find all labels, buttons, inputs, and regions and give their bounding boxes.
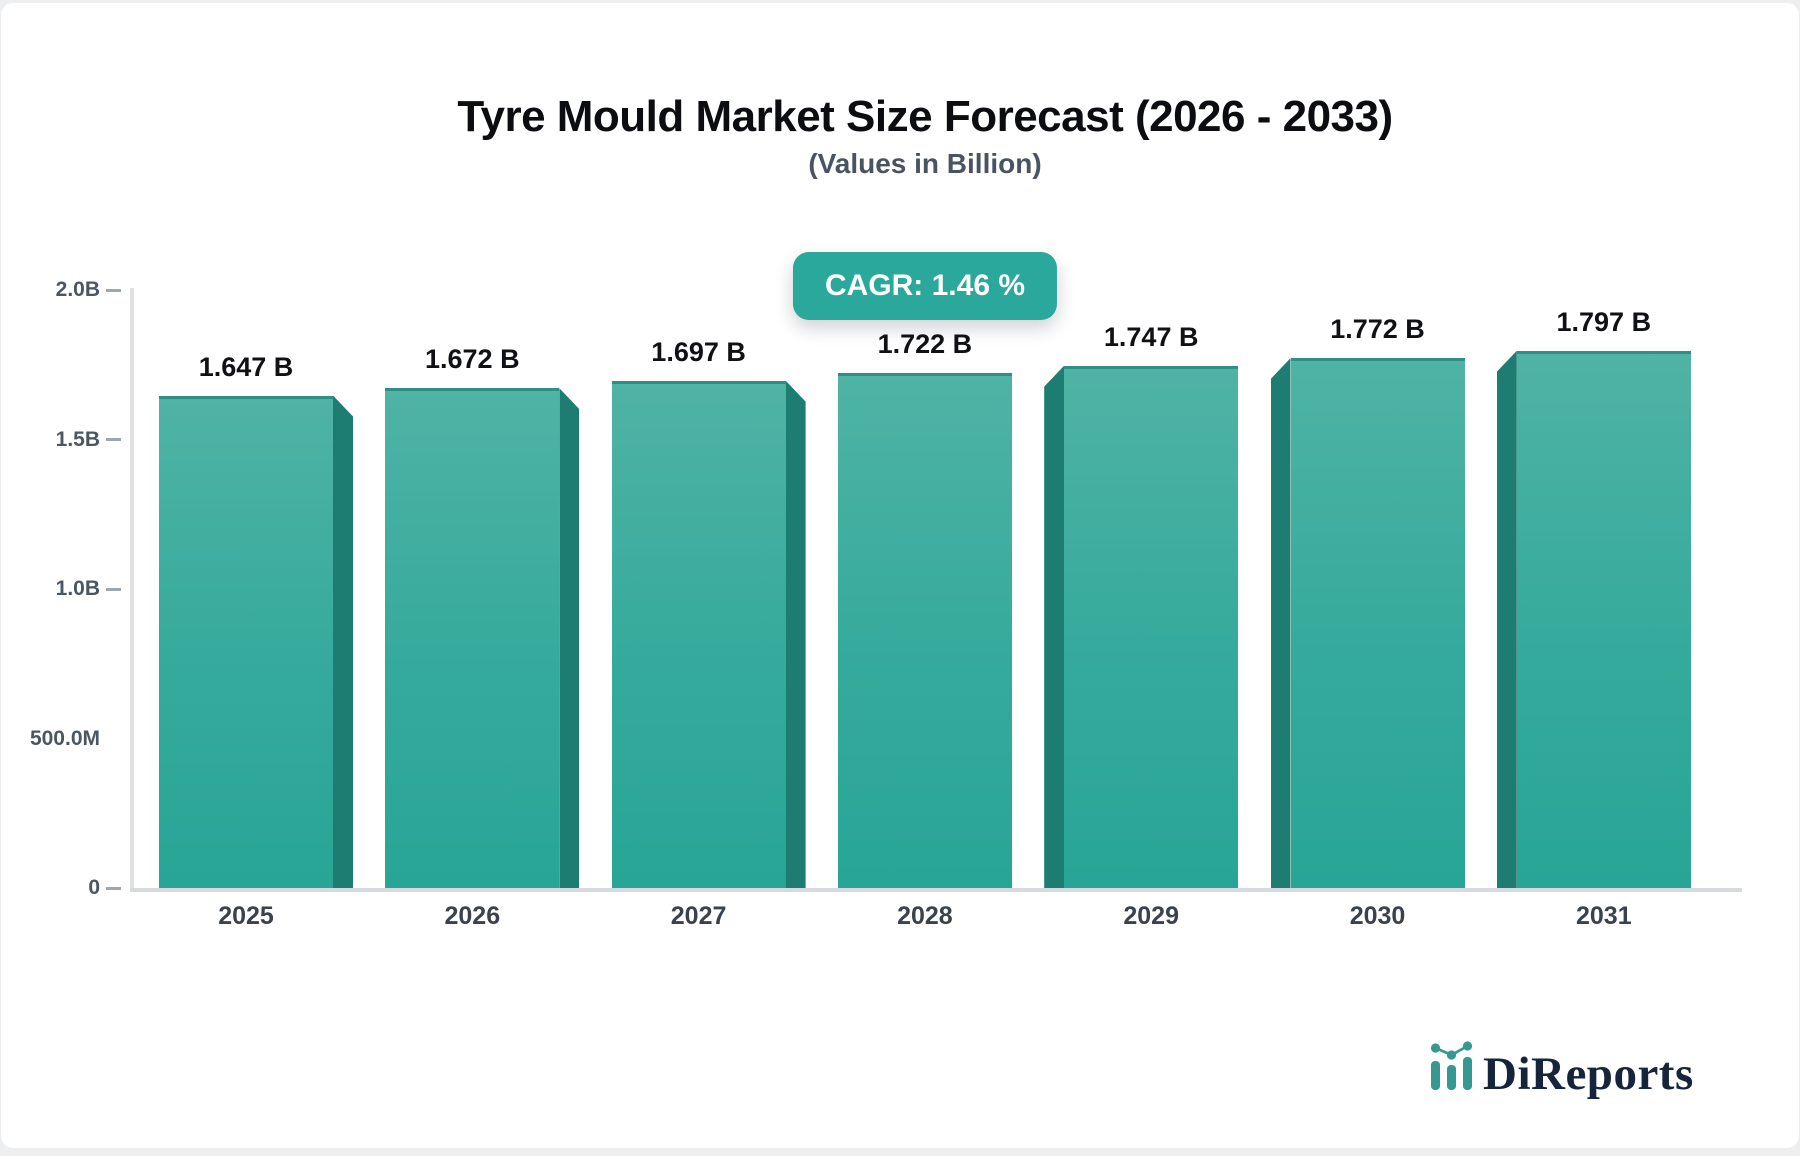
x-axis-label: 2030	[1349, 902, 1406, 930]
x-axis-label: 2028	[897, 902, 953, 930]
chart-subtitle: (Values in Billion)	[808, 148, 1042, 179]
y-tick-label: 2.0B	[55, 278, 100, 301]
bar-2026	[385, 388, 560, 888]
bar-value-label: 1.772 B	[1330, 314, 1425, 345]
cagr-badge: CAGR: 1.46 %	[792, 252, 1058, 320]
bar-value-label: 1.797 B	[1556, 306, 1652, 337]
bar-value-label: 1.747 B	[1103, 321, 1199, 352]
bar-3d-side	[333, 395, 353, 888]
bar-3d-side	[559, 388, 580, 888]
y-tick-dash	[106, 288, 121, 292]
y-tick-label: 1.5B	[55, 427, 100, 451]
x-axis-label: 2031	[1575, 902, 1632, 930]
brand-name: DiReports	[1483, 1048, 1694, 1100]
x-axis-label: 2026	[444, 902, 501, 930]
bar-3d-side	[1044, 365, 1065, 888]
bar-value-label: 1.722 B	[877, 329, 973, 360]
bar-value-label: 1.672 B	[425, 344, 520, 375]
bar-value-label: 1.647 B	[198, 351, 294, 382]
bar-2028	[837, 373, 1012, 888]
y-tick-dash	[106, 587, 121, 591]
y-tick-dash	[106, 886, 121, 890]
bar-value-label: 1.697 B	[651, 336, 746, 367]
y-tick-label: 0	[88, 876, 100, 899]
bar-3d-side	[785, 380, 806, 888]
bar-2030	[1290, 358, 1465, 888]
bar-2029	[1064, 365, 1239, 888]
y-axis-line	[130, 288, 134, 890]
x-axis-line	[130, 888, 1742, 892]
bar-chart-logo-icon	[1430, 1041, 1473, 1090]
y-tick-label: 1.0B	[55, 577, 100, 600]
y-tick-label: 500.0M	[29, 726, 100, 750]
bar-2031	[1516, 350, 1691, 888]
x-axis-label: 2025	[218, 902, 274, 930]
chart-title: Tyre Mould Market Size Forecast (2026 - …	[457, 92, 1393, 141]
y-tick-dash	[106, 438, 121, 441]
x-axis-label: 2027	[670, 902, 727, 930]
x-axis-label: 2029	[1123, 902, 1179, 930]
brand-logo: DiReports	[1428, 1038, 1694, 1100]
bar-2027	[611, 380, 786, 888]
bar-3d-side	[1270, 358, 1291, 888]
bar-2025	[159, 395, 333, 888]
bar-3d-side	[1496, 350, 1517, 888]
